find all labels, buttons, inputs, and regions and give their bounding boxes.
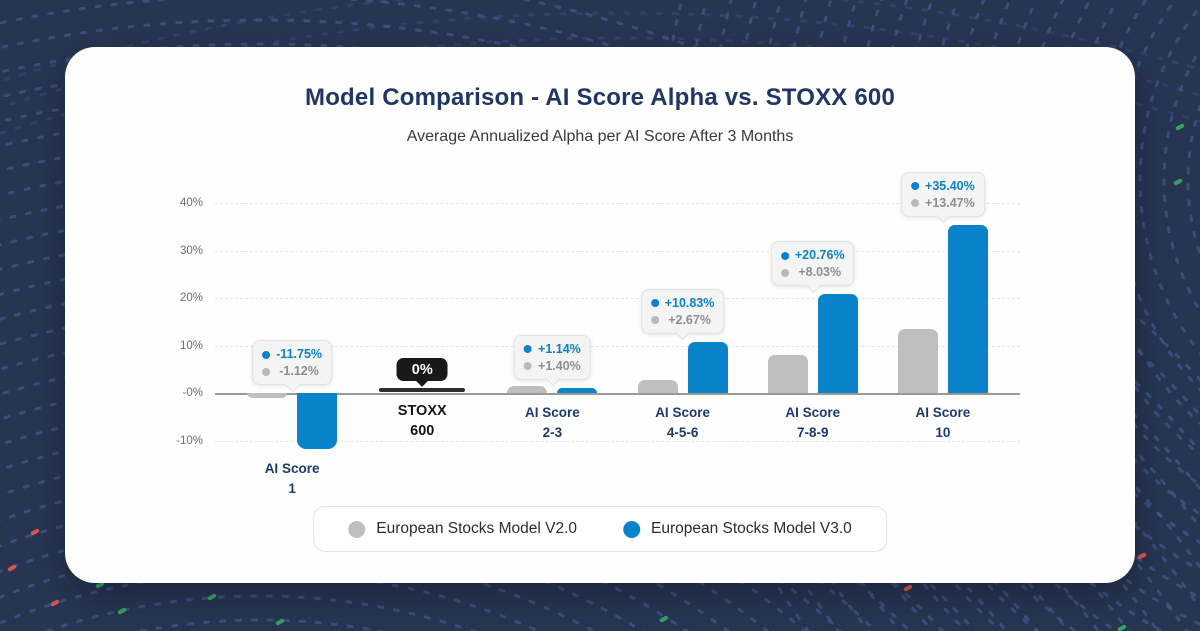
category-group-ai-score-10: +35.40% +13.47% AI Score 10 <box>878 171 1008 495</box>
category-label: STOXX 600 <box>347 401 497 441</box>
y-axis-tick-label: 20% <box>179 292 203 304</box>
tooltip-model-v3-value: -11.75% <box>276 347 323 361</box>
tooltip-model-v3-value: +10.83% <box>664 295 715 310</box>
category-label-line1: AI Score <box>525 405 580 420</box>
category-label: AI Score 7-8-9 <box>738 403 888 443</box>
bar-model-v3[interactable] <box>817 294 858 393</box>
tooltip-model-v2-value: +2.67% <box>668 312 711 327</box>
tooltip-model-v3-value-row: +20.76% <box>780 247 845 264</box>
legend-dot-model-v2 <box>348 520 366 538</box>
tooltip-model-v3-value-row: +1.14% <box>524 341 581 358</box>
tooltip-model-v3-value-row: -11.75% <box>262 346 322 363</box>
tooltip-model-v2-value-row: +8.03% <box>780 264 845 281</box>
category-label-line1: AI Score <box>655 405 710 420</box>
blue-dot-icon <box>262 350 271 359</box>
bar-model-v2[interactable] <box>897 329 938 393</box>
gridline <box>215 345 1020 347</box>
gray-dot-icon <box>911 199 920 208</box>
category-label-line1: AI Score <box>785 405 841 420</box>
y-axis-tick-label: -10% <box>176 434 203 447</box>
y-axis-tick-label: 30% <box>179 244 203 257</box>
gray-dot-icon <box>524 362 533 371</box>
chart-subtitle: Average Annualized Alpha per AI Score Af… <box>406 128 794 145</box>
category-group-ai-score-1: -11.75% -1.12% AI Score 1 <box>227 185 357 496</box>
value-tooltip: +10.83% +2.67% <box>640 288 725 341</box>
plot-categories: -11.75% -1.12% AI Score 1 0% STOXX 600 +1.14% +1… <box>227 171 1008 496</box>
chart-title: Model Comparison - AI Score Alpha vs. ST… <box>305 84 895 111</box>
gray-dot-icon <box>650 316 659 325</box>
benchmark-bar[interactable] <box>379 388 466 392</box>
tooltip-model-v2-value-row: -1.12% <box>262 363 322 380</box>
value-tooltip: -11.75% -1.12% <box>252 340 333 392</box>
chart-card: Model Comparison - AI Score Alpha vs. ST… <box>65 47 1135 583</box>
category-label: AI Score 4-5-6 <box>608 403 758 443</box>
gray-dot-icon <box>262 367 271 376</box>
category-group-stoxx-600: 0% STOXX 600 <box>357 185 487 495</box>
category-label-line2: 600 <box>410 423 435 439</box>
y-axis-tick-label: 40% <box>179 197 203 209</box>
tooltip-model-v2-value: +13.47% <box>925 195 975 210</box>
category-label-line2: 10 <box>935 425 951 440</box>
tooltip-model-v2-value: -1.12% <box>279 364 319 378</box>
tooltip-model-v2-value: +1.40% <box>538 358 581 373</box>
category-label-line1: STOXX <box>397 403 447 419</box>
value-tooltip: +1.14% +1.40% <box>514 334 591 387</box>
blue-dot-icon <box>650 299 659 308</box>
bar-model-v2[interactable] <box>637 380 678 393</box>
blue-dot-icon <box>524 345 533 354</box>
gray-dot-icon <box>780 268 789 277</box>
y-axis-tick-label: 10% <box>179 339 203 352</box>
legend: European Stocks Model V2.0 European Stoc… <box>313 506 887 552</box>
value-tooltip: +20.76% +8.03% <box>770 241 855 294</box>
legend-dot-model-v3 <box>623 520 640 538</box>
bar-model-v2[interactable] <box>247 393 288 399</box>
tooltip-model-v2-value-row: +1.40% <box>524 358 581 375</box>
x-axis-line <box>215 393 1020 395</box>
tooltip-model-v3-value-row: +10.83% <box>650 295 715 312</box>
bar-model-v2[interactable] <box>507 386 548 393</box>
bar-model-v3[interactable] <box>557 387 598 393</box>
tooltip-model-v3-value: +35.40% <box>925 178 975 193</box>
value-tooltip: +35.40% +13.47% <box>901 171 985 224</box>
gridline <box>215 298 1020 299</box>
tooltip-model-v2-value: +8.03% <box>798 265 842 280</box>
y-axis-tick-label: -0% <box>182 387 203 399</box>
bar-model-v3[interactable] <box>947 224 988 393</box>
plot-area: 40% 30% 20% 10% -0% -10% -11.75% -1.12% AI Score… <box>176 171 1020 496</box>
category-label: AI Score 2-3 <box>477 403 627 443</box>
category-label-line2: 2-3 <box>542 425 563 440</box>
category-group-ai-score-7-8-9: +20.76% +8.03% AI Score 7-8-9 <box>748 185 878 495</box>
gridline <box>215 203 1020 204</box>
category-label-line1: AI Score <box>915 405 971 420</box>
tooltip-model-v2-value-row: +13.47% <box>911 195 975 212</box>
gridline <box>215 250 1020 252</box>
legend-label-model-v2: European Stocks Model V2.0 <box>376 520 577 537</box>
tooltip-model-v2-value-row: +2.67% <box>650 312 715 329</box>
bar-model-v3[interactable] <box>297 393 338 449</box>
legend-item-model-v3[interactable]: European Stocks Model V3.0 <box>623 520 852 538</box>
category-group-ai-score-2-3: +1.14% +1.40% AI Score 2-3 <box>487 185 617 495</box>
benchmark-badge: 0% <box>396 358 448 387</box>
category-group-ai-score-4-5-6: +10.83% +2.67% AI Score 4-5-6 <box>618 185 748 495</box>
category-label-line1: AI Score <box>264 460 320 476</box>
bar-model-v2[interactable] <box>767 354 808 393</box>
category-label: AI Score 1 <box>217 459 367 499</box>
category-label-line2: 1 <box>288 480 296 496</box>
tooltip-model-v3-value-row: +35.40% <box>911 178 975 195</box>
gridline <box>215 440 1020 442</box>
tooltip-model-v3-value: +20.76% <box>794 248 845 263</box>
blue-dot-icon <box>911 182 920 191</box>
legend-label-model-v3: European Stocks Model V3.0 <box>651 520 852 537</box>
legend-item-model-v2[interactable]: European Stocks Model V2.0 <box>348 520 577 538</box>
blue-dot-icon <box>780 251 789 260</box>
category-label: AI Score 10 <box>868 403 1018 443</box>
benchmark-badge-value: 0% <box>411 362 433 378</box>
tooltip-model-v3-value: +1.14% <box>538 341 581 356</box>
bar-model-v3[interactable] <box>687 341 728 393</box>
category-label-line2: 4-5-6 <box>666 425 699 440</box>
category-label-line2: 7-8-9 <box>796 425 829 440</box>
